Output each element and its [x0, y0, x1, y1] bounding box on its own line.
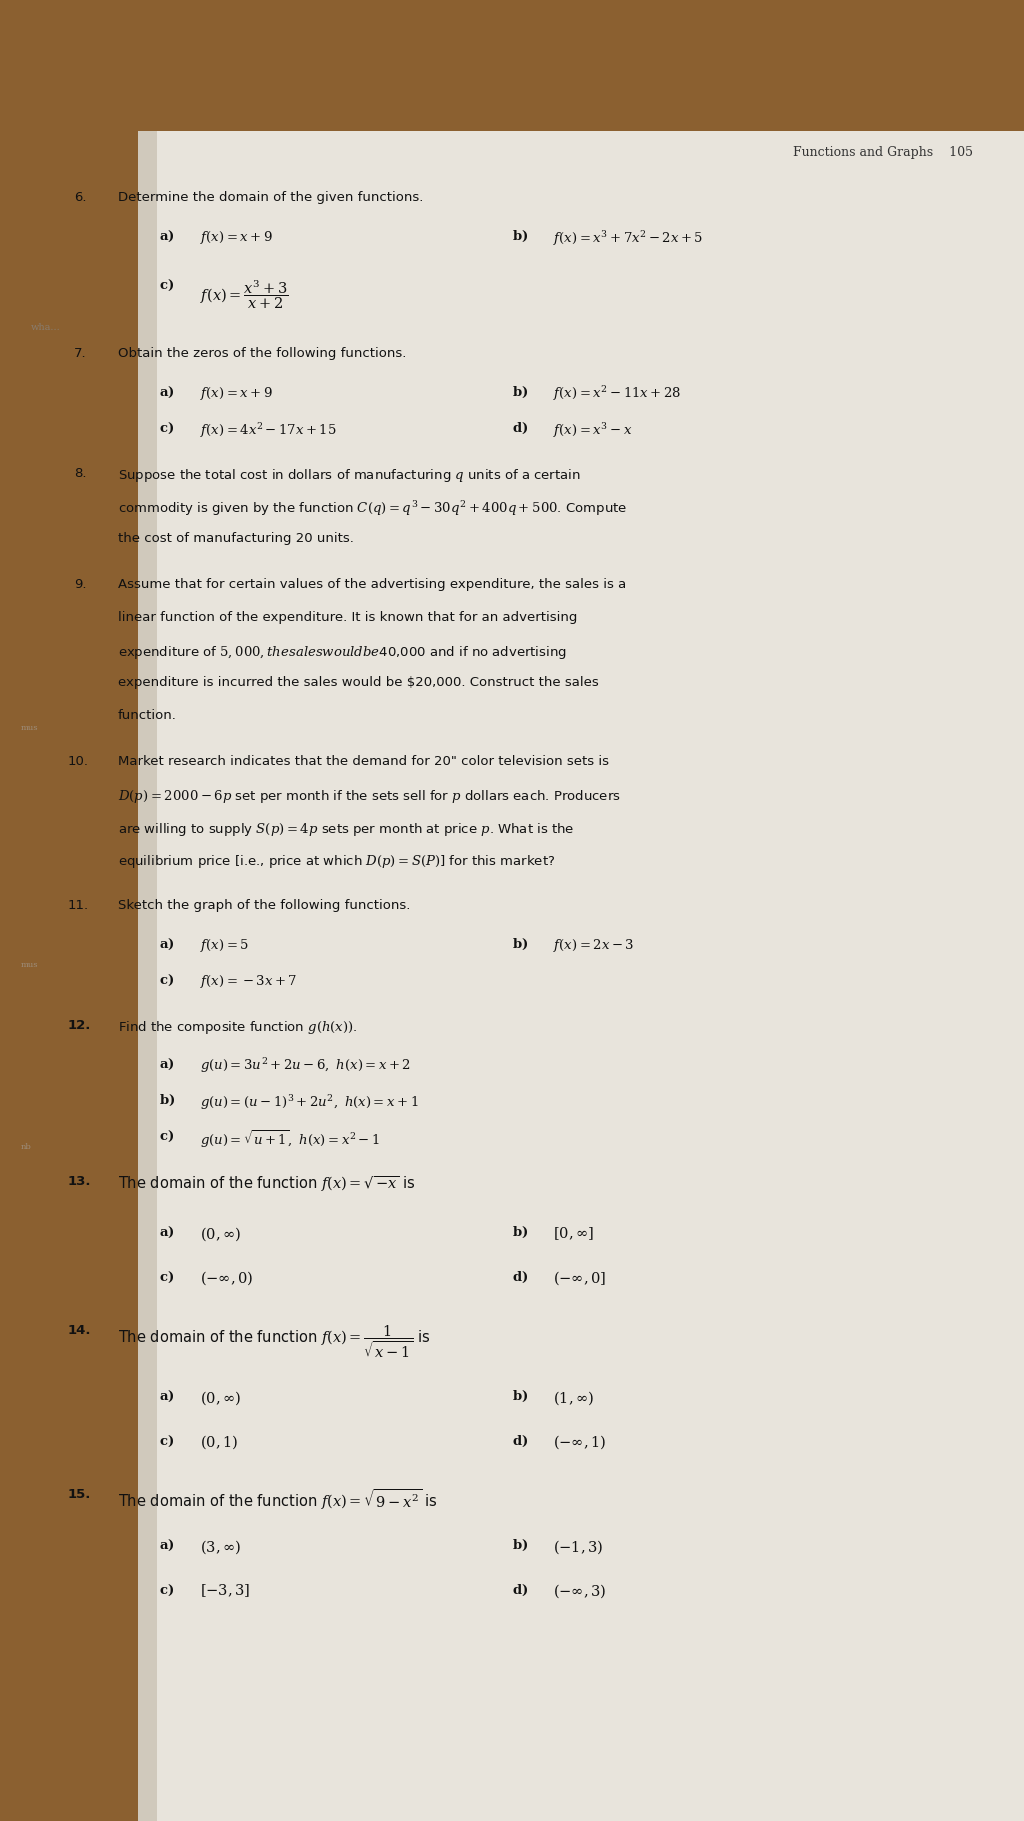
Text: $\mathbf{c)}$: $\mathbf{c)}$ [159, 421, 174, 435]
Text: The domain of the function $f(x) = \sqrt{9 - x^2}$ is: The domain of the function $f(x) = \sqrt… [118, 1488, 437, 1513]
Text: $\mathbf{d)}$: $\mathbf{d)}$ [512, 1433, 528, 1448]
Text: $\mathbf{d)}$: $\mathbf{d)}$ [512, 421, 528, 435]
Text: $g(u) = (u - 1)^3 + 2u^2,\ h(x) = x + 1$: $g(u) = (u - 1)^3 + 2u^2,\ h(x) = x + 1$ [200, 1093, 418, 1111]
Text: The domain of the function $f(x) = \dfrac{1}{\sqrt{x-1}}$ is: The domain of the function $f(x) = \dfra… [118, 1324, 430, 1360]
Text: $f(x) = 4x^2 - 17x + 15$: $f(x) = 4x^2 - 17x + 15$ [200, 421, 337, 439]
Text: $\mathbf{b)}$: $\mathbf{b)}$ [512, 229, 528, 244]
Text: $\mathbf{b)}$: $\mathbf{b)}$ [159, 1093, 175, 1107]
Bar [138, 131, 157, 1821]
Text: $g(u) = \sqrt{u + 1},\ h(x) = x^2 - 1$: $g(u) = \sqrt{u + 1},\ h(x) = x^2 - 1$ [200, 1129, 380, 1151]
Text: $f(x) = x^3 - x$: $f(x) = x^3 - x$ [553, 421, 632, 439]
Text: are willing to supply $S(p) = 4p$ sets per month at price $p$. What is the: are willing to supply $S(p) = 4p$ sets p… [118, 821, 574, 838]
Text: $\mathbf{a)}$: $\mathbf{a)}$ [159, 1226, 174, 1240]
Text: expenditure of $5,000, the sales would be $40,000 and if no advertising: expenditure of $5,000, the sales would b… [118, 643, 566, 661]
Text: $(3, \infty)$: $(3, \infty)$ [200, 1539, 241, 1557]
Text: $\mathbf{b)}$: $\mathbf{b)}$ [512, 1389, 528, 1404]
Text: $(-\infty, 3)$: $(-\infty, 3)$ [553, 1582, 606, 1601]
Text: $f(x) = x + 9$: $f(x) = x + 9$ [200, 384, 272, 402]
Text: wha...: wha... [31, 324, 60, 331]
Text: $[0, \infty]$: $[0, \infty]$ [553, 1226, 594, 1242]
Text: $(-1, 3)$: $(-1, 3)$ [553, 1539, 603, 1557]
Text: 7.: 7. [74, 346, 86, 361]
Text: Sketch the graph of the following functions.: Sketch the graph of the following functi… [118, 900, 411, 912]
Text: $\mathbf{c)}$: $\mathbf{c)}$ [159, 1582, 174, 1597]
Text: $[-3, 3]$: $[-3, 3]$ [200, 1582, 250, 1599]
Text: $f(x) = x^2 - 11x + 28$: $f(x) = x^2 - 11x + 28$ [553, 384, 681, 404]
Text: 10.: 10. [68, 756, 89, 768]
Text: $\mathbf{b)}$: $\mathbf{b)}$ [512, 1226, 528, 1240]
Text: $(0, \infty)$: $(0, \infty)$ [200, 1226, 241, 1244]
Text: mus: mus [20, 961, 38, 969]
Text: $\mathbf{a)}$: $\mathbf{a)}$ [159, 1539, 174, 1553]
Text: $f(x) = x + 9$: $f(x) = x + 9$ [200, 229, 272, 246]
Text: $D(p) = 2000 - 6p$ set per month if the sets sell for $p$ dollars each. Producer: $D(p) = 2000 - 6p$ set per month if the … [118, 788, 621, 805]
Text: $\mathbf{a)}$: $\mathbf{a)}$ [159, 1056, 174, 1071]
Text: $(-\infty, 1)$: $(-\infty, 1)$ [553, 1433, 606, 1451]
Text: nb: nb [20, 1144, 31, 1151]
Text: 8.: 8. [74, 466, 86, 479]
Text: The domain of the function $f(x) = \sqrt{-x}$ is: The domain of the function $f(x) = \sqrt… [118, 1175, 415, 1195]
Text: $\mathbf{a)}$: $\mathbf{a)}$ [159, 229, 174, 244]
Text: Market research indicates that the demand for 20" color television sets is: Market research indicates that the deman… [118, 756, 608, 768]
Text: Assume that for certain values of the advertising expenditure, the sales is a: Assume that for certain values of the ad… [118, 577, 626, 592]
Text: 15.: 15. [68, 1488, 91, 1501]
Text: $(-\infty, 0)$: $(-\infty, 0)$ [200, 1269, 253, 1287]
Text: $f(x) = 5$: $f(x) = 5$ [200, 936, 249, 954]
Text: function.: function. [118, 708, 176, 723]
Text: $\mathbf{b)}$: $\mathbf{b)}$ [512, 1539, 528, 1553]
Text: $\mathbf{a)}$: $\mathbf{a)}$ [159, 1389, 174, 1404]
Text: 9.: 9. [74, 577, 86, 592]
Text: $(-\infty, 0]$: $(-\infty, 0]$ [553, 1269, 606, 1287]
Text: linear function of the expenditure. It is known that for an advertising: linear function of the expenditure. It i… [118, 610, 578, 625]
Text: Suppose the total cost in dollars of manufacturing $q$ units of a certain: Suppose the total cost in dollars of man… [118, 466, 581, 484]
Text: $\mathbf{b)}$: $\mathbf{b)}$ [512, 384, 528, 399]
Text: $\mathbf{c)}$: $\mathbf{c)}$ [159, 1269, 174, 1284]
Text: Determine the domain of the given functions.: Determine the domain of the given functi… [118, 191, 423, 204]
Text: $\mathbf{d)}$: $\mathbf{d)}$ [512, 1582, 528, 1597]
Text: $(1, \infty)$: $(1, \infty)$ [553, 1389, 594, 1408]
Text: $f(x) = \dfrac{x^3 + 3}{x + 2}$: $f(x) = \dfrac{x^3 + 3}{x + 2}$ [200, 279, 289, 311]
Text: $f(x) = 2x - 3$: $f(x) = 2x - 3$ [553, 936, 634, 954]
Text: $\mathbf{c)}$: $\mathbf{c)}$ [159, 1129, 174, 1144]
Text: $\mathbf{c)}$: $\mathbf{c)}$ [159, 1433, 174, 1448]
Text: $\mathbf{b)}$: $\mathbf{b)}$ [512, 936, 528, 952]
Text: $\mathbf{d)}$: $\mathbf{d)}$ [512, 1269, 528, 1284]
Text: Find the composite function $g(h(x))$.: Find the composite function $g(h(x))$. [118, 1020, 357, 1036]
Text: commodity is given by the function $C(q) = q^3 - 30q^2 + 400q + 500$. Compute: commodity is given by the function $C(q)… [118, 499, 627, 519]
Text: $(0, \infty)$: $(0, \infty)$ [200, 1389, 241, 1408]
Text: 14.: 14. [68, 1324, 91, 1337]
Text: 6.: 6. [74, 191, 86, 204]
Text: the cost of manufacturing 20 units.: the cost of manufacturing 20 units. [118, 532, 353, 544]
Text: $f(x) = x^3 + 7x^2 - 2x + 5$: $f(x) = x^3 + 7x^2 - 2x + 5$ [553, 229, 703, 248]
Text: equilibrium price [i.e., price at which $D(p) = S(P)$] for this market?: equilibrium price [i.e., price at which … [118, 854, 555, 870]
Text: expenditure is incurred the sales would be $20,000. Construct the sales: expenditure is incurred the sales would … [118, 676, 598, 690]
Text: 11.: 11. [68, 900, 89, 912]
Text: $\mathbf{c)}$: $\mathbf{c)}$ [159, 972, 174, 989]
Text: $(0, 1)$: $(0, 1)$ [200, 1433, 238, 1451]
Text: 13.: 13. [68, 1175, 91, 1187]
Text: Functions and Graphs    105: Functions and Graphs 105 [793, 146, 973, 160]
Text: $f(x) = -3x + 7$: $f(x) = -3x + 7$ [200, 972, 297, 991]
Text: Obtain the zeros of the following functions.: Obtain the zeros of the following functi… [118, 346, 407, 361]
Text: $\mathbf{c)}$: $\mathbf{c)}$ [159, 279, 174, 293]
Text: $\mathbf{a)}$: $\mathbf{a)}$ [159, 936, 174, 952]
Text: $\mathbf{a)}$: $\mathbf{a)}$ [159, 384, 174, 399]
Bar [138, 131, 1024, 1821]
Text: $g(u) = 3u^2 + 2u - 6,\ h(x) = x + 2$: $g(u) = 3u^2 + 2u - 6,\ h(x) = x + 2$ [200, 1056, 411, 1076]
Text: mus: mus [20, 725, 38, 732]
Text: 12.: 12. [68, 1020, 91, 1033]
